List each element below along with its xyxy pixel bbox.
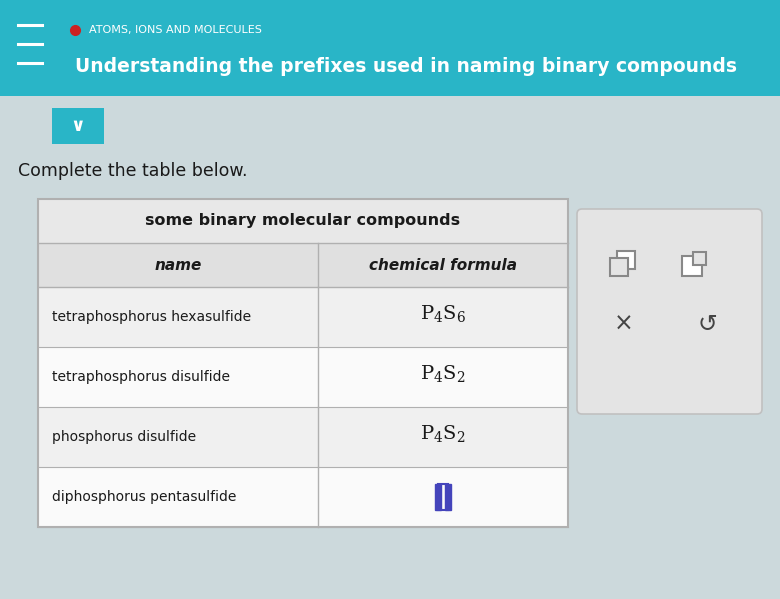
Text: Understanding the prefixes used in naming binary compounds: Understanding the prefixes used in namin… — [75, 56, 737, 75]
Bar — [38, 407, 568, 467]
Bar — [0, 0, 780, 88]
Text: diphosphorus pentasulfide: diphosphorus pentasulfide — [52, 490, 236, 504]
Text: chemical formula: chemical formula — [369, 258, 517, 273]
Bar — [610, 258, 628, 276]
Text: ↺: ↺ — [697, 312, 717, 336]
Text: tetraphosphorus disulfide: tetraphosphorus disulfide — [52, 370, 230, 384]
Text: ∨: ∨ — [71, 117, 85, 135]
Text: $\mathregular{P_4S_2}$: $\mathregular{P_4S_2}$ — [420, 422, 466, 443]
Bar — [38, 467, 568, 527]
Text: $\mathregular{P_4S_6}$: $\mathregular{P_4S_6}$ — [420, 302, 466, 323]
Bar — [693, 252, 706, 265]
Text: some binary molecular compounds: some binary molecular compounds — [145, 213, 460, 228]
Text: name: name — [154, 258, 202, 273]
Bar — [38, 347, 568, 407]
Text: tetraphosphorus hexasulfide: tetraphosphorus hexasulfide — [52, 310, 251, 324]
Bar — [682, 256, 702, 276]
Bar — [38, 199, 568, 527]
Text: $\mathregular{P_4S_2}$: $\mathregular{P_4S_2}$ — [420, 362, 466, 383]
Bar — [38, 243, 568, 287]
Bar — [38, 287, 568, 347]
Bar — [445, 484, 451, 510]
FancyBboxPatch shape — [577, 209, 762, 414]
Bar — [0, 96, 780, 599]
Bar — [38, 199, 568, 527]
Bar — [52, 108, 104, 144]
Text: phosphorus disulfide: phosphorus disulfide — [52, 430, 196, 444]
Text: Complete the table below.: Complete the table below. — [18, 162, 247, 180]
Bar — [617, 251, 635, 269]
Bar — [0, 88, 780, 96]
Bar — [435, 484, 441, 510]
Text: ×: × — [614, 312, 634, 336]
Bar — [38, 199, 568, 243]
Text: ATOMS, IONS AND MOLECULES: ATOMS, IONS AND MOLECULES — [89, 25, 262, 35]
